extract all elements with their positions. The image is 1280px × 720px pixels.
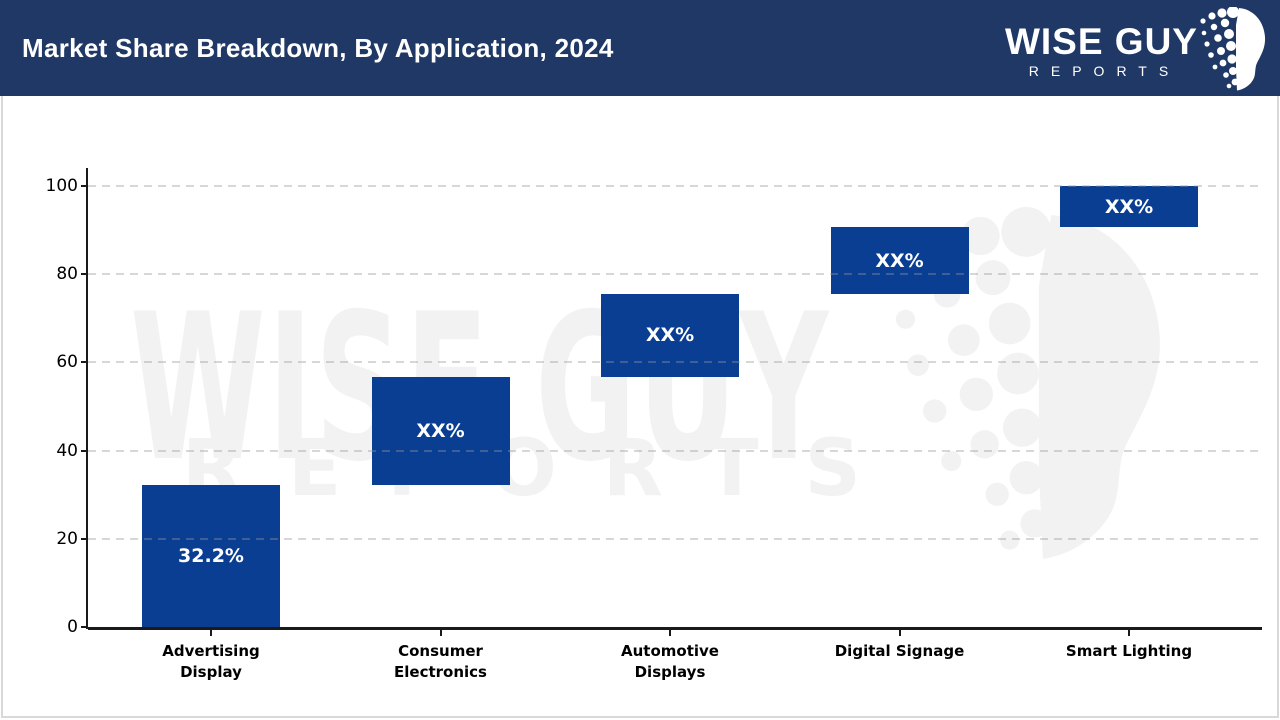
bar-1: 32.2% [142, 484, 280, 627]
y-tick-label: 20 [56, 528, 78, 549]
bar-value-label: XX% [416, 419, 465, 442]
x-tick-label: Consumer Electronics [394, 642, 487, 681]
y-axis-line [86, 168, 88, 629]
bar-3: XX% [601, 294, 739, 377]
page-title: Market Share Breakdown, By Application, … [22, 32, 614, 63]
bar-4: XX% [830, 227, 969, 295]
logo-wordmark: WISE GUY REPORTS [1005, 23, 1198, 78]
y-tick-label: 0 [67, 617, 78, 637]
y-tick-label: 100 [45, 176, 78, 196]
gridline-40 [88, 449, 1262, 452]
y-tick-label: 40 [56, 440, 78, 461]
header: Market Share Breakdown, By Application, … [0, 0, 1280, 96]
bar-2: XX% [371, 376, 510, 485]
bar-value-label: XX% [645, 324, 695, 347]
y-axis-tick [81, 185, 87, 187]
y-axis-tick [81, 537, 87, 540]
x-tick-label: Advertising Display [162, 642, 260, 681]
bar-value-label: XX% [1104, 195, 1154, 218]
x-tick-label: Smart Lighting [1065, 642, 1193, 660]
x-tick-label: Digital Signage [834, 642, 965, 660]
x-axis-tick [1128, 630, 1130, 636]
bar-value-label: 32.2% [178, 544, 244, 567]
gridline-100 [88, 185, 1262, 187]
y-axis-tick [81, 273, 87, 276]
bar-value-label: XX% [875, 249, 924, 272]
y-axis-tick [81, 449, 87, 452]
y-axis-tick [81, 361, 87, 364]
x-axis-tick [669, 630, 671, 636]
y-tick-label: 80 [56, 264, 78, 285]
waterfall-chart: 32.2% XX% XX% XX% XX% 0 20 40 60 80 100 Advertising… [0, 96, 1280, 720]
logo-wordmark-primary: WISE GUY [1004, 21, 1198, 62]
x-axis-tick [210, 630, 212, 636]
x-axis-tick [439, 630, 442, 636]
gridline-80 [88, 273, 1262, 276]
watermark-text-secondary: REPORTS [182, 424, 907, 514]
y-tick-label: 60 [56, 352, 78, 373]
gridline-20 [88, 537, 1262, 540]
gridline-60 [88, 361, 1262, 364]
logo-wordmark-secondary: REPORTS [1028, 63, 1181, 79]
bar-5: XX% [1060, 186, 1198, 227]
x-tick-label: Automotive Displays [621, 642, 719, 681]
x-axis-tick [898, 630, 901, 636]
y-axis-tick [81, 626, 87, 628]
logo-head-icon [1200, 7, 1266, 91]
x-axis-line [88, 627, 1262, 630]
wise-guy-logo: WISE GUY REPORTS [1005, 7, 1268, 91]
